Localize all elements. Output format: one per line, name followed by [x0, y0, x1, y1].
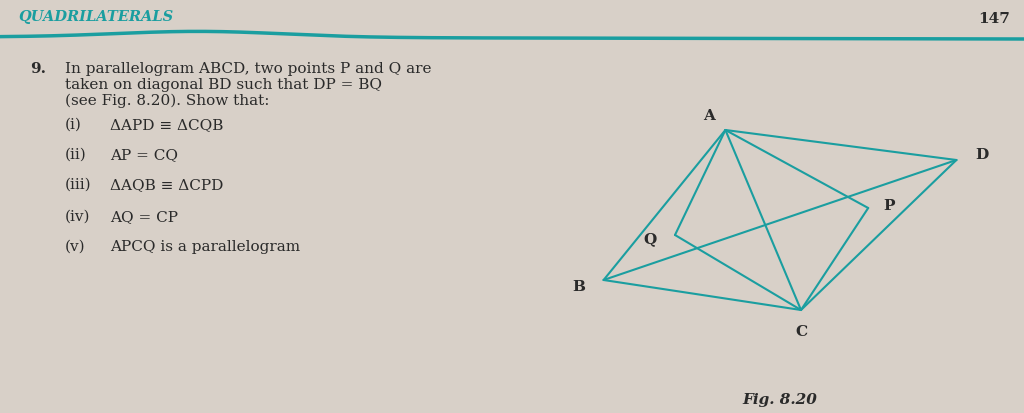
Text: AP = CQ: AP = CQ [110, 147, 178, 161]
Text: 147: 147 [978, 12, 1010, 26]
Text: ΔAQB ≡ ΔCPD: ΔAQB ≡ ΔCPD [110, 178, 223, 192]
Text: D: D [975, 147, 988, 161]
Text: In parallelogram ABCD, two points P and Q are: In parallelogram ABCD, two points P and … [65, 62, 431, 76]
Text: A: A [702, 109, 715, 123]
Text: taken on diagonal BD such that DP = BQ: taken on diagonal BD such that DP = BQ [65, 78, 382, 92]
Text: (v): (v) [65, 240, 86, 254]
Text: Fig. 8.20: Fig. 8.20 [742, 392, 817, 406]
Text: P: P [884, 199, 895, 212]
Text: (see Fig. 8.20). Show that:: (see Fig. 8.20). Show that: [65, 94, 269, 108]
Text: 9.: 9. [30, 62, 46, 76]
Text: ΔAPD ≡ ΔCQB: ΔAPD ≡ ΔCQB [110, 118, 223, 132]
Text: B: B [571, 279, 585, 293]
Text: APCQ is a parallelogram: APCQ is a parallelogram [110, 240, 300, 254]
Text: QUADRILATERALS: QUADRILATERALS [18, 10, 173, 24]
Text: C: C [795, 324, 807, 338]
Text: (iii): (iii) [65, 178, 91, 192]
Text: Q: Q [643, 231, 656, 245]
Text: AQ = CP: AQ = CP [110, 209, 178, 223]
Text: (ii): (ii) [65, 147, 87, 161]
Text: (iv): (iv) [65, 209, 90, 223]
Text: (i): (i) [65, 118, 82, 132]
